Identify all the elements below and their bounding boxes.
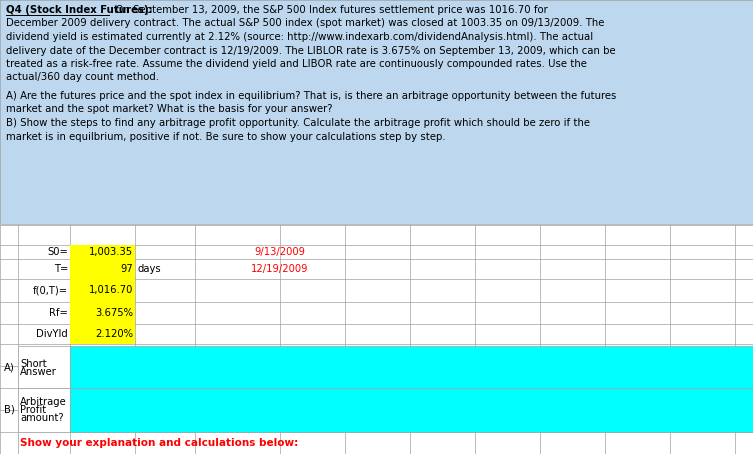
- Text: T=: T=: [53, 264, 68, 274]
- Text: 3.675%: 3.675%: [95, 308, 133, 318]
- Text: Show your explanation and calculations below:: Show your explanation and calculations b…: [20, 438, 298, 448]
- Text: dividend yield is estimated currently at 2.12% (source: http://www.indexarb.com/: dividend yield is estimated currently at…: [6, 32, 593, 42]
- Text: B): B): [4, 405, 14, 415]
- Text: 2.120%: 2.120%: [95, 329, 133, 339]
- Text: 97: 97: [120, 264, 133, 274]
- FancyBboxPatch shape: [0, 0, 753, 224]
- Text: treated as a risk-free rate. Assume the dividend yield and LIBOR rate are contin: treated as a risk-free rate. Assume the …: [6, 59, 587, 69]
- Text: f(0,T)=: f(0,T)=: [33, 286, 68, 296]
- Text: Answer: Answer: [20, 367, 57, 377]
- FancyBboxPatch shape: [70, 245, 135, 259]
- FancyBboxPatch shape: [18, 388, 70, 432]
- Text: A) Are the futures price and the spot index in equilibrium? That is, is there an: A) Are the futures price and the spot in…: [6, 91, 617, 101]
- Text: days: days: [138, 264, 162, 274]
- Text: actual/360 day count method.: actual/360 day count method.: [6, 73, 159, 83]
- FancyBboxPatch shape: [70, 388, 753, 432]
- Text: 1,003.35: 1,003.35: [89, 247, 133, 257]
- FancyBboxPatch shape: [70, 259, 135, 279]
- Text: Short: Short: [20, 359, 47, 369]
- FancyBboxPatch shape: [18, 346, 70, 388]
- Text: Profit: Profit: [20, 405, 46, 415]
- FancyBboxPatch shape: [70, 324, 135, 344]
- Text: Q4 (Stock Index Futures):: Q4 (Stock Index Futures):: [6, 5, 153, 15]
- Text: Rf=: Rf=: [49, 308, 68, 318]
- Text: On September 13, 2009, the S&P 500 Index futures settlement price was 1016.70 fo: On September 13, 2009, the S&P 500 Index…: [109, 5, 547, 15]
- Text: market and the spot market? What is the basis for your answer?: market and the spot market? What is the …: [6, 104, 333, 114]
- Text: amount?: amount?: [20, 413, 63, 423]
- Text: delivery date of the December contract is 12/19/2009. The LIBLOR rate is 3.675% : delivery date of the December contract i…: [6, 45, 616, 55]
- Text: 12/19/2009: 12/19/2009: [252, 264, 309, 274]
- Text: DivYld: DivYld: [36, 329, 68, 339]
- FancyBboxPatch shape: [70, 302, 135, 324]
- Text: December 2009 delivery contract. The actual S&P 500 index (spot market) was clos: December 2009 delivery contract. The act…: [6, 19, 605, 29]
- Text: S0=: S0=: [47, 247, 68, 257]
- Text: A): A): [4, 362, 14, 372]
- FancyBboxPatch shape: [70, 279, 135, 302]
- Text: Arbitrage: Arbitrage: [20, 397, 67, 407]
- Text: B) Show the steps to find any arbitrage profit opportunity. Calculate the arbitr: B) Show the steps to find any arbitrage …: [6, 118, 590, 128]
- Text: 1,016.70: 1,016.70: [89, 286, 133, 296]
- Text: market is in equilbrium, positive if not. Be sure to show your calculations step: market is in equilbrium, positive if not…: [6, 132, 446, 142]
- Text: 9/13/2009: 9/13/2009: [255, 247, 306, 257]
- FancyBboxPatch shape: [70, 346, 753, 388]
